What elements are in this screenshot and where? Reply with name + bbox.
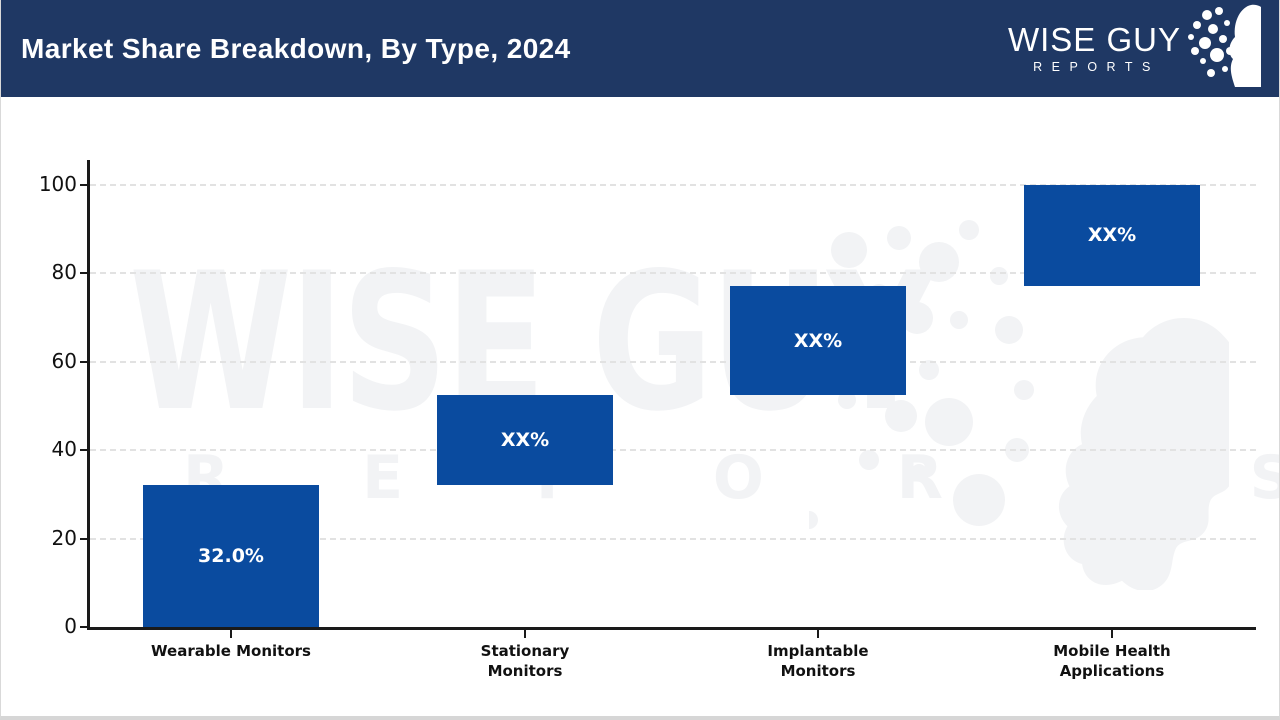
watermark-head-icon [800, 210, 1252, 595]
gridline-80 [90, 272, 1256, 275]
y-tick-mark-0 [80, 626, 89, 628]
dotted-head-profile-icon [1183, 3, 1261, 94]
y-tick-label-60: 60 [51, 348, 77, 373]
y-tick-mark-20 [80, 537, 89, 540]
x-tick-mark-2 [817, 630, 819, 638]
logo-brand-name: WISE GUY [1007, 21, 1181, 59]
x-tick-mark-3 [1111, 630, 1113, 638]
bar-value-label: 32.0% [198, 545, 264, 568]
bar-value-label: XX% [1087, 224, 1137, 247]
y-tick-mark-60 [80, 360, 89, 363]
bar-value-label: XX% [500, 429, 550, 452]
y-axis-line [87, 160, 90, 630]
gridline-40 [90, 449, 1256, 452]
bar-wearable-monitors: 32.0% [143, 485, 319, 627]
x-tick-mark-0 [230, 630, 232, 638]
x-axis-line [87, 627, 1256, 630]
y-tick-label-40: 40 [51, 437, 77, 462]
logo-text: WISE GUY REPORTS [1008, 23, 1181, 74]
x-category-label-1: Stationary Monitors [480, 642, 570, 681]
y-tick-mark-40 [80, 449, 89, 452]
header-bar: Market Share Breakdown, By Type, 2024 WI… [1, 0, 1279, 97]
x-category-label-3: Mobile Health Applications [1053, 642, 1171, 681]
bar-implantable-monitors: XX% [730, 286, 906, 395]
bar-mobile-health-applications: XX% [1024, 184, 1200, 287]
bar-value-label: XX% [793, 329, 843, 352]
x-category-label-2: Implantable Monitors [767, 642, 869, 681]
gridline-20 [90, 537, 1256, 540]
bar-stationary-monitors: XX% [437, 394, 613, 486]
y-tick-label-0: 0 [64, 614, 77, 638]
x-category-label-0: Wearable Monitors [151, 642, 311, 660]
y-tick-label-100: 100 [38, 171, 77, 196]
y-tick-mark-80 [80, 272, 89, 275]
y-tick-mark-100 [80, 183, 89, 186]
gridline-100 [90, 183, 1256, 186]
gridline-60 [90, 360, 1256, 363]
logo-brand-sub: REPORTS [1033, 60, 1160, 75]
x-tick-mark-1 [524, 630, 526, 638]
page-title: Market Share Breakdown, By Type, 2024 [21, 32, 571, 64]
y-tick-label-20: 20 [51, 525, 77, 550]
wise-guy-reports-logo: WISE GUY REPORTS [1008, 3, 1261, 94]
y-tick-label-80: 80 [51, 260, 77, 285]
